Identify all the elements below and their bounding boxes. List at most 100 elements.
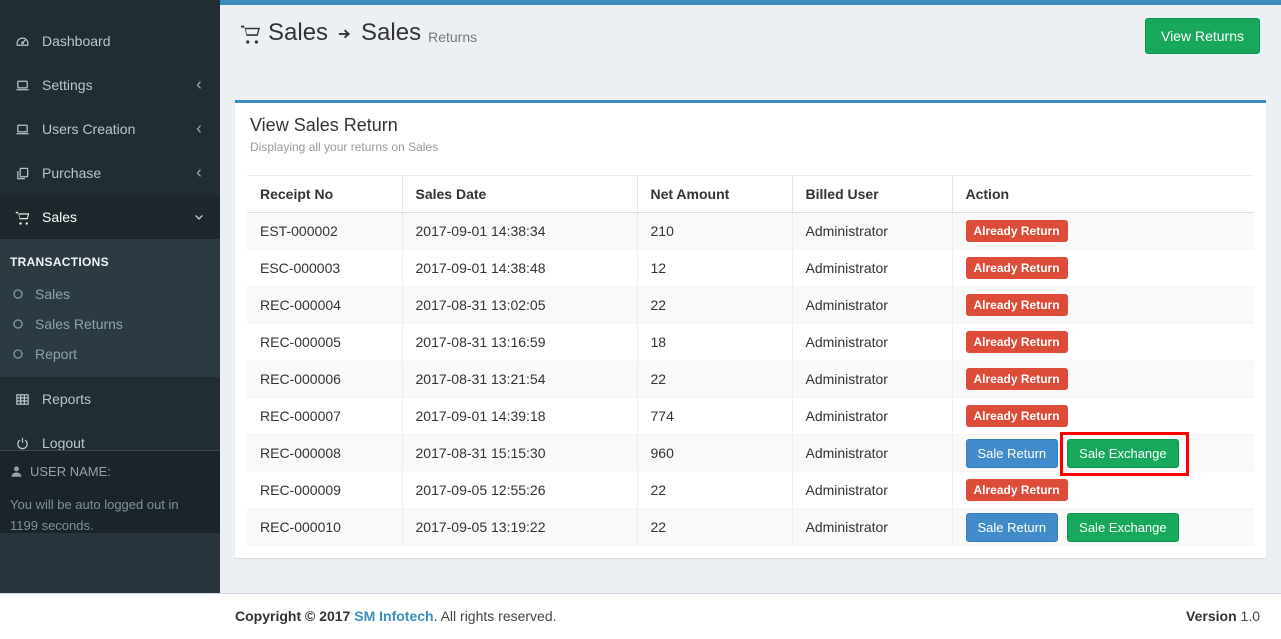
sidebar-item-reports[interactable]: Reports (0, 377, 220, 421)
dashboard-icon (15, 34, 42, 49)
view-returns-button[interactable]: View Returns (1144, 18, 1260, 54)
copy-icon (15, 166, 42, 181)
sidebar-item-dashboard[interactable]: Dashboard (0, 19, 220, 63)
submenu-item-sales[interactable]: Sales (0, 279, 220, 309)
breadcrumb-page: Sales (361, 19, 422, 46)
circle-icon (10, 318, 35, 330)
submenu-item-label: Sales (35, 286, 71, 302)
cell-sales-date: 2017-08-31 13:02:05 (402, 286, 638, 324)
user-icon (10, 465, 23, 478)
breadcrumb: Sales Sales Returns (240, 19, 1261, 47)
circle-icon (10, 348, 35, 360)
cell-sales-date: 2017-08-31 15:15:30 (402, 434, 638, 472)
cell-net-amount: 774 (637, 397, 793, 435)
table-icon (15, 392, 42, 407)
submenu-item-label: Sales Returns (35, 316, 123, 332)
sale-return-button[interactable]: Sale Return (965, 438, 1059, 468)
sidebar-menu: Dashboard Settings Users Creation Purchase S… (0, 0, 220, 465)
cell-sales-date: 2017-09-01 14:38:34 (402, 212, 638, 250)
cell-net-amount: 22 (637, 360, 793, 398)
cell-action: Sale Return Sale Exchange (952, 431, 1254, 476)
sidebar-item-label: Dashboard (42, 33, 111, 49)
cell-sales-date: 2017-09-05 12:55:26 (402, 471, 638, 509)
table-row: REC-000009 2017-09-05 12:55:26 22 Administr… (247, 471, 1254, 509)
sidebar-item-users-creation[interactable]: Users Creation (0, 107, 220, 151)
cell-receipt-no: REC-000009 (247, 471, 403, 509)
table-row: EST-000002 2017-09-01 14:38:34 210 Administ… (247, 212, 1254, 250)
panel-subtitle: Displaying all your returns on Sales (250, 140, 439, 154)
table-row: REC-000010 2017-09-05 13:19:22 22 Administr… (247, 508, 1254, 546)
cell-net-amount: 22 (637, 471, 793, 509)
cell-billed-user: Administrator (792, 397, 953, 435)
sales-return-panel: View Sales Return Displaying all your re… (235, 100, 1266, 558)
cell-net-amount: 12 (637, 249, 793, 287)
cell-billed-user: Administrator (792, 323, 953, 361)
submenu-header: TRANSACTIONS (10, 255, 109, 269)
table-row: REC-000006 2017-08-31 13:21:54 22 Administr… (247, 360, 1254, 398)
laptop-icon (15, 122, 42, 137)
cell-net-amount: 22 (637, 508, 793, 546)
sidebar-item-sales[interactable]: Sales (0, 195, 220, 239)
cell-receipt-no: REC-000010 (247, 508, 403, 546)
footer-copyright: Copyright © 2017 SM Infotech. All rights… (235, 608, 557, 624)
sidebar-item-label: Sales (42, 209, 78, 225)
cell-net-amount: 960 (637, 434, 793, 472)
column-header-receipt-no: Receipt No (247, 175, 403, 213)
submenu-item-report[interactable]: Report (0, 339, 220, 369)
sidebar-item-logout[interactable]: Logout (0, 421, 220, 465)
cell-sales-date: 2017-09-01 14:39:18 (402, 397, 638, 435)
table-header-row: Receipt No Sales Date Net Amount Billed Use… (247, 175, 1254, 213)
sidebar-user-panel: USER NAME: You will be auto logged out i… (0, 450, 220, 533)
cell-billed-user: Administrator (792, 508, 953, 546)
panel-title: View Sales Return (250, 115, 398, 135)
cell-action: Already Return (952, 323, 1254, 361)
circle-icon (10, 288, 35, 300)
already-return-badge: Already Return (965, 294, 1068, 316)
sidebar-item-label: Reports (42, 391, 92, 407)
sidebar-item-label: Purchase (42, 165, 102, 181)
cell-billed-user: Administrator (792, 212, 953, 250)
sidebar-item-label: Settings (42, 77, 93, 93)
sale-exchange-button[interactable]: Sale Exchange (1067, 438, 1179, 468)
cell-billed-user: Administrator (792, 249, 953, 287)
user-name-label: USER NAME: (30, 464, 111, 479)
cell-net-amount: 18 (637, 323, 793, 361)
already-return-badge: Already Return (965, 257, 1068, 279)
cell-billed-user: Administrator (792, 471, 953, 509)
column-header-net-amount: Net Amount (637, 175, 793, 213)
cart-icon (240, 23, 261, 44)
already-return-badge: Already Return (965, 405, 1068, 427)
column-header-sales-date: Sales Date (402, 175, 638, 213)
panel-heading: View Sales Return Displaying all your re… (235, 103, 1266, 154)
cell-action: Already Return (952, 286, 1254, 324)
cell-billed-user: Administrator (792, 360, 953, 398)
cell-net-amount: 210 (637, 212, 793, 250)
arrow-right-icon (337, 26, 352, 41)
cell-action: Already Return (952, 471, 1254, 509)
sale-return-button[interactable]: Sale Return (965, 512, 1059, 542)
table-row: REC-000004 2017-08-31 13:02:05 22 Administr… (247, 286, 1254, 324)
sidebar-item-settings[interactable]: Settings (0, 63, 220, 107)
cart-icon (15, 210, 42, 225)
cell-receipt-no: EST-000002 (247, 212, 403, 250)
submenu-item-sales-returns[interactable]: Sales Returns (0, 309, 220, 339)
cell-receipt-no: REC-000004 (247, 286, 403, 324)
sales-return-table: Receipt No Sales Date Net Amount Billed Use… (247, 175, 1254, 546)
sidebar-bottom-block (0, 533, 220, 593)
footer-company-link[interactable]: SM Infotech (354, 608, 434, 624)
cell-sales-date: 2017-08-31 13:21:54 (402, 360, 638, 398)
content-header: Sales Sales Returns View Returns (220, 5, 1281, 60)
cell-action: Already Return (952, 212, 1254, 250)
already-return-badge: Already Return (965, 220, 1068, 242)
cell-receipt-no: ESC-000003 (247, 249, 403, 287)
cell-sales-date: 2017-08-31 13:16:59 (402, 323, 638, 361)
sale-exchange-button[interactable]: Sale Exchange (1067, 512, 1179, 542)
chevron-left-icon (193, 79, 205, 91)
sidebar-item-purchase[interactable]: Purchase (0, 151, 220, 195)
sidebar-item-label: Users Creation (42, 121, 136, 137)
cell-receipt-no: REC-000006 (247, 360, 403, 398)
submenu-item-label: Report (35, 346, 78, 362)
cell-action: Already Return (952, 397, 1254, 435)
footer: Copyright © 2017 SM Infotech. All rights… (0, 593, 1281, 639)
chevron-left-icon (193, 123, 205, 135)
